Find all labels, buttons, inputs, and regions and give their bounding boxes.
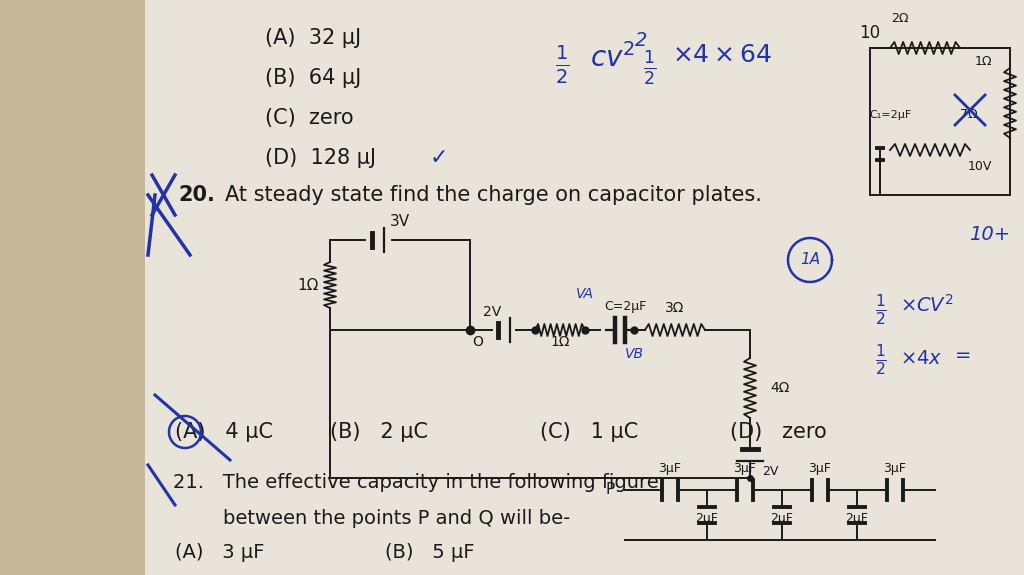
Text: ✓: ✓ (430, 148, 449, 168)
Text: 7Ω: 7Ω (961, 108, 978, 121)
Text: $\frac{1}{2}$: $\frac{1}{2}$ (874, 343, 887, 377)
Text: 3V: 3V (390, 214, 410, 229)
Text: VB: VB (625, 347, 643, 361)
Text: (D)   zero: (D) zero (730, 422, 826, 442)
Text: $\frac{1}{2}$: $\frac{1}{2}$ (555, 44, 569, 86)
Text: $\times CV^2$: $\times CV^2$ (900, 294, 954, 316)
Text: $\times 4x$: $\times 4x$ (900, 348, 942, 367)
Text: (A)  32 μJ: (A) 32 μJ (265, 28, 361, 48)
Text: 3μF: 3μF (658, 462, 681, 475)
Text: (C)  zero: (C) zero (265, 108, 353, 128)
Bar (145, 0, 1024, 575)
Text: $\frac{1}{2}$: $\frac{1}{2}$ (643, 49, 656, 87)
Text: 2μF: 2μF (771, 512, 794, 525)
Text: 1A: 1A (800, 252, 820, 267)
Text: 10V: 10V (968, 160, 992, 173)
Text: (A)   4 μC: (A) 4 μC (175, 422, 273, 442)
Text: 21.   The effective capacity in the following figure: 21. The effective capacity in the follow… (173, 473, 658, 493)
Text: =: = (955, 346, 972, 365)
Text: 4Ω: 4Ω (770, 381, 790, 395)
Text: 10+: 10+ (970, 225, 1011, 244)
Text: 10: 10 (859, 24, 881, 42)
Text: C=2μF: C=2μF (604, 300, 646, 313)
Text: 1Ω: 1Ω (550, 335, 569, 349)
Text: 3μF: 3μF (809, 462, 831, 475)
Text: (A)   3 μF: (A) 3 μF (175, 543, 264, 562)
Text: 2V: 2V (762, 465, 778, 478)
Text: 3μF: 3μF (733, 462, 757, 475)
Text: VA: VA (575, 287, 594, 301)
Text: (B)   5 μF: (B) 5 μF (385, 543, 475, 562)
Bar (0, 0, 145, 575)
Text: between the points P and Q will be-: between the points P and Q will be- (173, 508, 570, 527)
Text: 3Ω: 3Ω (666, 301, 685, 315)
Text: 3μF: 3μF (884, 462, 906, 475)
Text: $\times 4 \times 64$: $\times 4 \times 64$ (672, 43, 772, 67)
Text: 2Ω: 2Ω (891, 12, 908, 25)
Text: 1Ω: 1Ω (975, 55, 992, 68)
Text: At steady state find the charge on capacitor plates.: At steady state find the charge on capac… (225, 185, 762, 205)
Text: 1Ω: 1Ω (297, 278, 318, 293)
Text: (D)  128 μJ: (D) 128 μJ (265, 148, 376, 168)
Text: $cv^2$: $cv^2$ (590, 43, 635, 73)
Text: (B)   2 μC: (B) 2 μC (330, 422, 428, 442)
Text: $\frac{1}{2}$: $\frac{1}{2}$ (874, 293, 887, 328)
Text: C₁=2μF: C₁=2μF (869, 110, 911, 120)
Text: (B)  64 μJ: (B) 64 μJ (265, 68, 361, 88)
Text: (C)   1 μC: (C) 1 μC (540, 422, 638, 442)
Text: 20.: 20. (178, 185, 215, 205)
Text: 2V: 2V (483, 305, 501, 319)
Text: O: O (472, 335, 483, 349)
Text: P: P (606, 482, 615, 497)
Text: 2μF: 2μF (846, 512, 868, 525)
Text: 2μF: 2μF (695, 512, 719, 525)
Text: 2: 2 (635, 30, 647, 49)
